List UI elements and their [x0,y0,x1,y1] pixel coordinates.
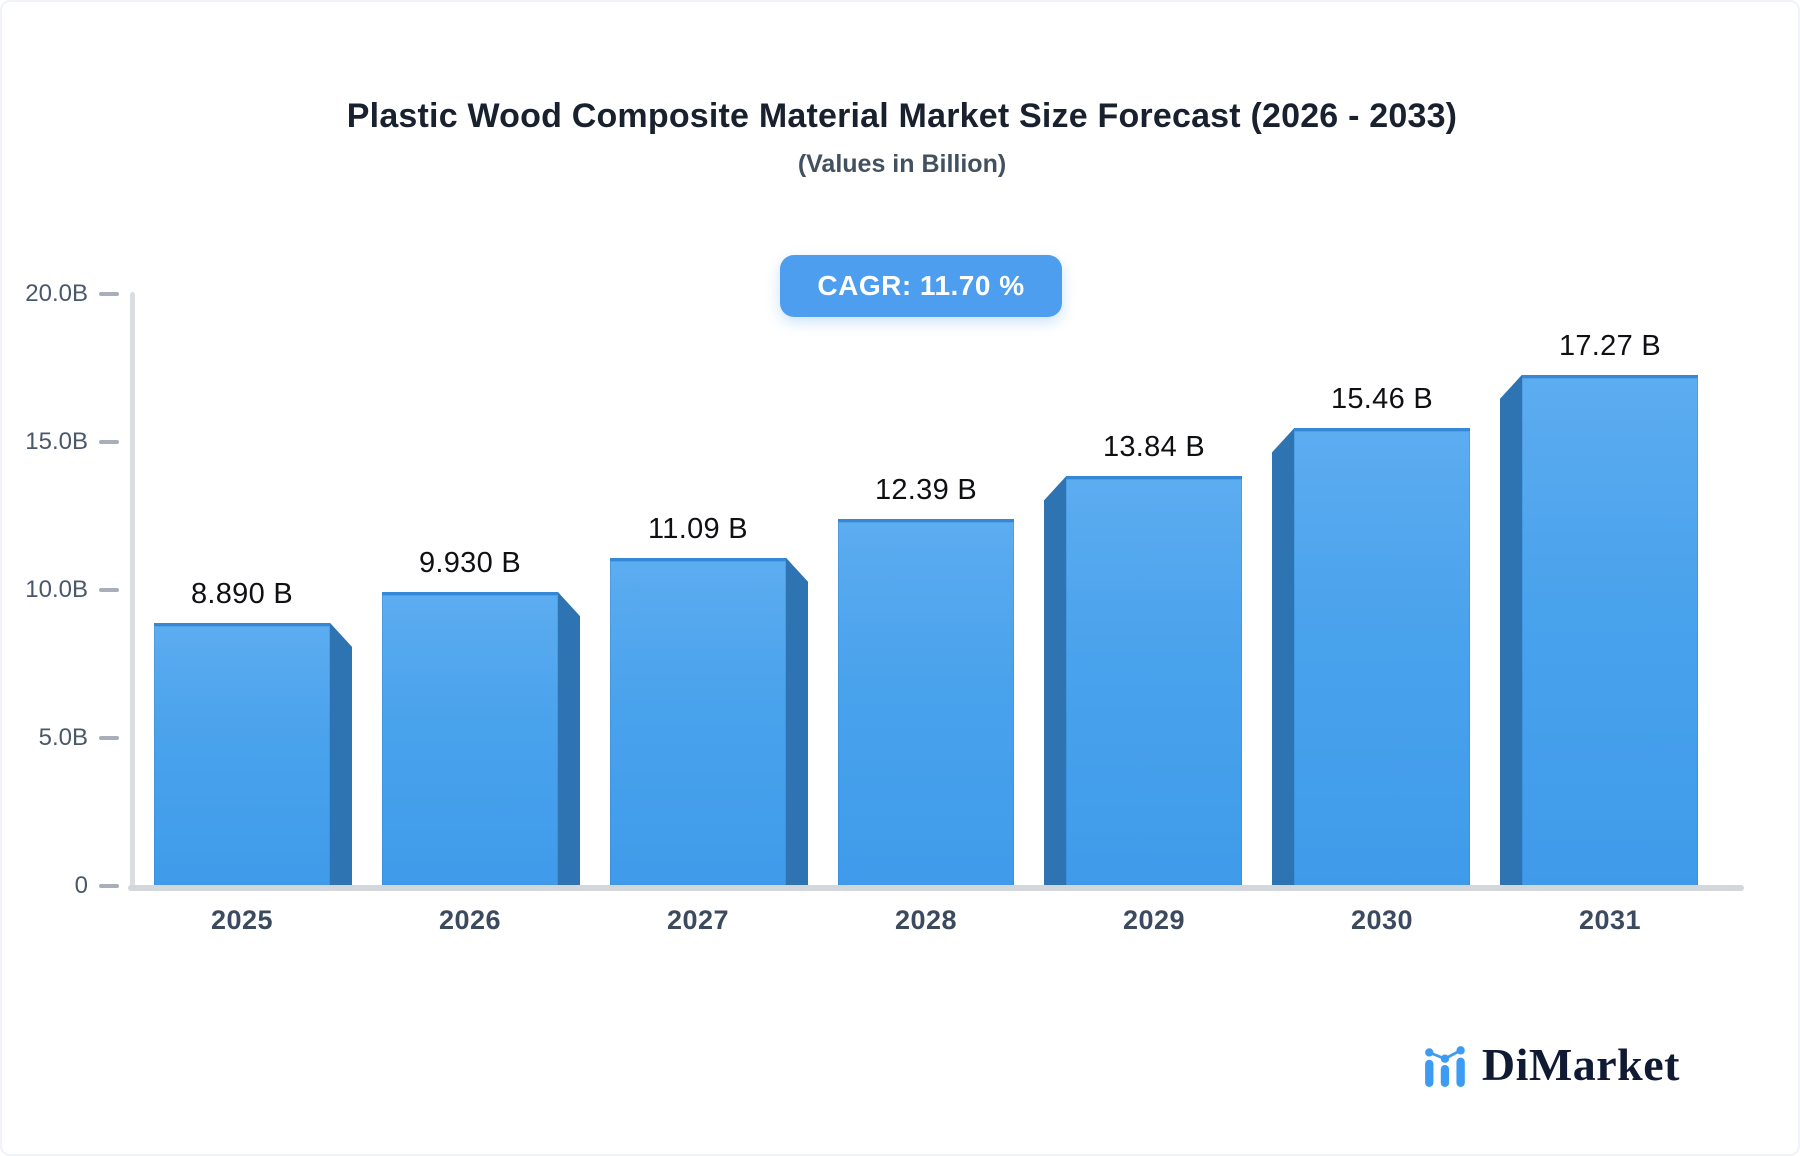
brand-logo: DiMarket [1423,1038,1680,1091]
cagr-badge-label: CAGR: 11.70 % [817,270,1025,301]
bar-2027 [610,557,786,888]
y-axis-tick [99,440,119,444]
chart-subtitle: (Values in Billion) [797,150,1007,178]
bar-3d-side [330,622,352,888]
bar-2026 [382,592,558,888]
bar-chart-trend-icon [1424,1045,1465,1087]
bar-value-label: 15.46 B [1330,383,1434,416]
y-axis-label: 20.0B [25,280,88,307]
bar-value-label: 9.930 B [418,547,522,580]
bar-value-label: 12.39 B [874,474,978,507]
y-axis-label: 15.0B [25,428,88,455]
bar-2031 [1522,374,1698,888]
bar-value-label: 8.890 B [190,577,294,610]
brand-logo-text: DiMarket [1481,1039,1680,1090]
y-axis-line [130,292,135,888]
y-axis-label: 0 [74,872,88,899]
x-axis-label: 2027 [666,905,730,935]
x-axis-label: 2025 [210,905,274,935]
bar-2029 [1066,476,1242,888]
bar-3d-side [786,557,808,888]
y-axis-tick [99,884,119,888]
bar-2025 [154,622,330,888]
cagr-badge: CAGR: 11.70 % [780,255,1062,317]
bar-3d-side [1500,374,1522,888]
x-axis-label: 2031 [1578,905,1642,935]
bar-value-label: 11.09 B [648,512,748,545]
bar-2030 [1294,428,1470,888]
y-axis-label: 10.0B [25,576,88,603]
y-axis-tick [99,292,119,296]
x-axis-label: 2030 [1350,905,1414,935]
bar-3d-side [558,592,580,888]
y-axis-label: 5.0B [38,724,88,751]
x-axis-label: 2028 [894,905,958,935]
bar-value-label: 13.84 B [1102,431,1206,464]
x-axis-label: 2029 [1122,905,1186,935]
y-axis-tick [99,588,119,592]
bar-value-label: 17.27 B [1558,329,1662,362]
bar-2028 [838,519,1014,888]
x-axis-label: 2026 [438,905,502,935]
y-axis-tick [99,736,119,740]
chart-title: Plastic Wood Composite Material Market S… [346,97,1458,135]
bar-3d-side [1044,476,1066,888]
x-axis-baseline [128,885,1744,891]
bar-3d-side [1272,428,1294,888]
